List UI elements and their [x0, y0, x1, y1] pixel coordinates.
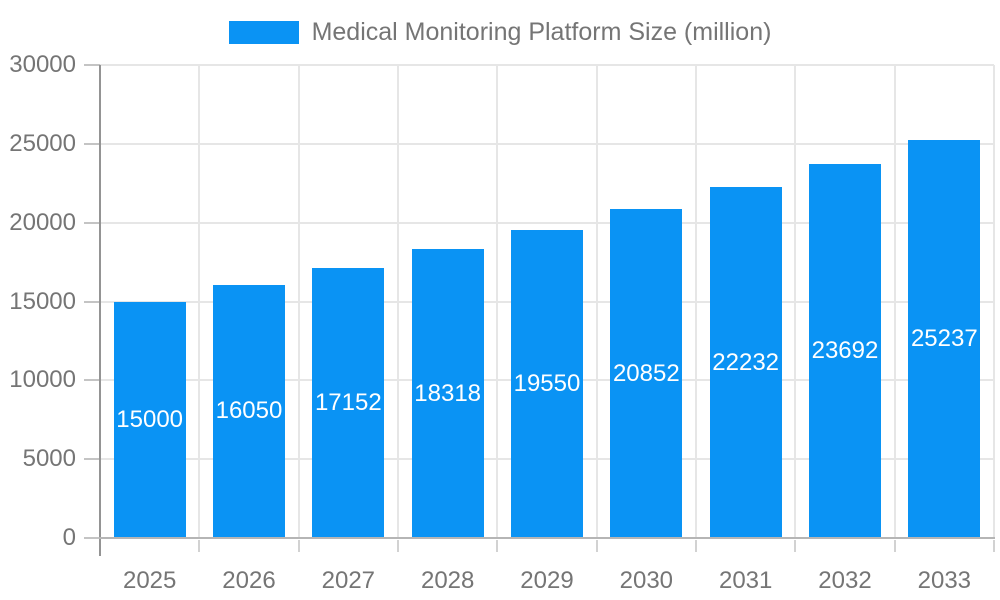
legend-swatch	[228, 21, 299, 44]
bar-value-label: 15000	[116, 405, 184, 433]
bar-value-label: 25237	[910, 325, 978, 353]
y-axis-label: 25000	[9, 129, 76, 157]
x-axis-label: 2029	[520, 567, 574, 594]
y-tick	[84, 300, 100, 303]
y-axis-label: 30000	[9, 51, 76, 78]
x-gridline	[595, 65, 598, 538]
bar-value-label: 17152	[314, 388, 382, 416]
bar	[610, 209, 683, 538]
x-tick	[794, 540, 797, 552]
bar	[709, 187, 782, 538]
bar-value-label: 20852	[612, 359, 680, 387]
bar	[213, 284, 285, 538]
bar	[312, 267, 385, 538]
x-tick	[595, 540, 598, 552]
x-axis-line	[99, 537, 995, 539]
chart-legend: Medical Monitoring Platform Size (millio…	[0, 18, 1000, 47]
y-gridline	[100, 64, 994, 66]
bar-value-label: 22232	[712, 348, 780, 376]
x-tick	[496, 540, 499, 552]
bar	[511, 229, 583, 538]
x-axis-label: 2025	[122, 567, 177, 594]
x-axis-label: 2031	[718, 567, 773, 594]
y-tick	[84, 221, 100, 224]
y-tick	[84, 537, 100, 539]
bar	[113, 301, 186, 538]
x-axis-label: 2033	[917, 567, 972, 594]
x-axis-label: 2027	[321, 567, 376, 594]
x-axis-label: 2028	[420, 567, 475, 594]
x-tick	[993, 540, 995, 552]
y-tick	[84, 142, 100, 145]
y-gridline	[100, 221, 994, 224]
y-tick	[84, 64, 100, 66]
y-axis-label: 15000	[9, 287, 76, 315]
x-tick	[198, 540, 201, 552]
y-tick	[84, 458, 100, 461]
y-tick	[84, 379, 100, 382]
x-gridline	[198, 65, 201, 538]
bar	[411, 249, 484, 538]
bar-value-label: 23692	[811, 337, 879, 365]
x-gridline	[297, 65, 300, 538]
y-axis-label: 20000	[9, 208, 76, 236]
y-axis-label: 5000	[22, 445, 76, 473]
x-tick	[397, 540, 399, 552]
x-tick	[297, 540, 300, 552]
y-gridline	[100, 142, 994, 145]
bar-value-label: 18318	[414, 379, 482, 407]
bar	[908, 140, 981, 538]
x-tick	[893, 540, 896, 552]
bar-value-label: 16050	[215, 397, 283, 425]
x-axis-label: 2030	[619, 567, 674, 594]
x-gridline	[397, 65, 399, 538]
y-axis-label: 0	[62, 524, 76, 551]
x-gridline	[794, 65, 797, 538]
y-axis-label: 10000	[9, 366, 76, 394]
y-axis-line	[99, 65, 101, 556]
x-gridline	[496, 65, 499, 538]
x-tick	[695, 540, 697, 552]
x-gridline	[695, 65, 697, 538]
x-axis-label: 2026	[222, 567, 276, 594]
x-gridline	[993, 65, 995, 538]
legend-label: Medical Monitoring Platform Size (millio…	[311, 18, 772, 46]
x-axis-label: 2032	[818, 567, 872, 594]
bar	[809, 164, 881, 538]
x-gridline	[893, 65, 896, 538]
bar-value-label: 19550	[513, 369, 581, 397]
